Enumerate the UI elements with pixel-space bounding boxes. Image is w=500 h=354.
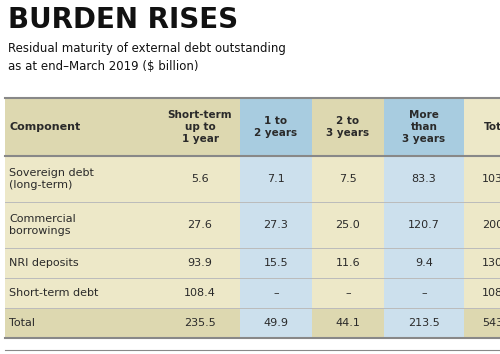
Bar: [312, 248, 384, 278]
Bar: [5, 248, 160, 278]
Bar: [5, 308, 160, 338]
Text: –: –: [273, 288, 279, 298]
Text: Residual maturity of external debt outstanding
as at end–March 2019 ($ billion): Residual maturity of external debt outst…: [8, 42, 286, 73]
Text: 7.1: 7.1: [267, 174, 285, 184]
Bar: [160, 202, 240, 248]
Text: Short-term
up to
1 year: Short-term up to 1 year: [168, 110, 232, 144]
Text: Sovereign debt
(long-term): Sovereign debt (long-term): [9, 168, 94, 190]
Text: Component: Component: [9, 122, 80, 132]
Text: Commercial
borrowings: Commercial borrowings: [9, 214, 76, 236]
Text: 27.6: 27.6: [188, 220, 212, 230]
Text: –: –: [421, 288, 427, 298]
Text: Short-term debt: Short-term debt: [9, 288, 99, 298]
Text: NRI deposits: NRI deposits: [9, 258, 78, 268]
Text: 1 to
2 years: 1 to 2 years: [254, 116, 298, 138]
Text: 49.9: 49.9: [264, 318, 288, 328]
Text: 213.5: 213.5: [408, 318, 440, 328]
Text: 27.3: 27.3: [264, 220, 288, 230]
Bar: [384, 278, 464, 308]
Bar: [312, 308, 384, 338]
Text: 120.7: 120.7: [408, 220, 440, 230]
Bar: [240, 156, 312, 202]
Bar: [5, 98, 160, 156]
Bar: [384, 98, 464, 156]
Text: 44.1: 44.1: [336, 318, 360, 328]
Bar: [464, 308, 500, 338]
Text: More
than
3 years: More than 3 years: [402, 110, 446, 144]
Bar: [464, 98, 500, 156]
Bar: [312, 156, 384, 202]
Bar: [312, 98, 384, 156]
Bar: [5, 202, 160, 248]
Bar: [5, 156, 160, 202]
Text: 2 to
3 years: 2 to 3 years: [326, 116, 370, 138]
Text: 5.6: 5.6: [191, 174, 209, 184]
Text: 15.5: 15.5: [264, 258, 288, 268]
Text: 25.0: 25.0: [336, 220, 360, 230]
Bar: [464, 248, 500, 278]
Text: Total: Total: [484, 122, 500, 132]
Text: 108.4: 108.4: [184, 288, 216, 298]
Text: –: –: [345, 288, 351, 298]
Text: Total: Total: [9, 318, 35, 328]
Text: 93.9: 93.9: [188, 258, 212, 268]
Bar: [160, 156, 240, 202]
Bar: [240, 98, 312, 156]
Text: 9.4: 9.4: [415, 258, 433, 268]
Bar: [384, 308, 464, 338]
Text: BURDEN RISES: BURDEN RISES: [8, 6, 238, 34]
Bar: [160, 248, 240, 278]
Text: 7.5: 7.5: [339, 174, 357, 184]
Bar: [464, 156, 500, 202]
Bar: [240, 202, 312, 248]
Bar: [384, 248, 464, 278]
Text: 11.6: 11.6: [336, 258, 360, 268]
Text: 543.0: 543.0: [482, 318, 500, 328]
Bar: [160, 308, 240, 338]
Text: 200.6: 200.6: [482, 220, 500, 230]
Bar: [384, 156, 464, 202]
Bar: [160, 278, 240, 308]
Text: 108.4: 108.4: [482, 288, 500, 298]
Text: 83.3: 83.3: [412, 174, 436, 184]
Bar: [464, 202, 500, 248]
Bar: [5, 278, 160, 308]
Text: 130.4: 130.4: [482, 258, 500, 268]
Bar: [160, 98, 240, 156]
Bar: [240, 308, 312, 338]
Text: 235.5: 235.5: [184, 318, 216, 328]
Bar: [384, 202, 464, 248]
Bar: [464, 278, 500, 308]
Bar: [240, 278, 312, 308]
Text: 103.5: 103.5: [482, 174, 500, 184]
Bar: [312, 202, 384, 248]
Bar: [312, 278, 384, 308]
Bar: [240, 248, 312, 278]
